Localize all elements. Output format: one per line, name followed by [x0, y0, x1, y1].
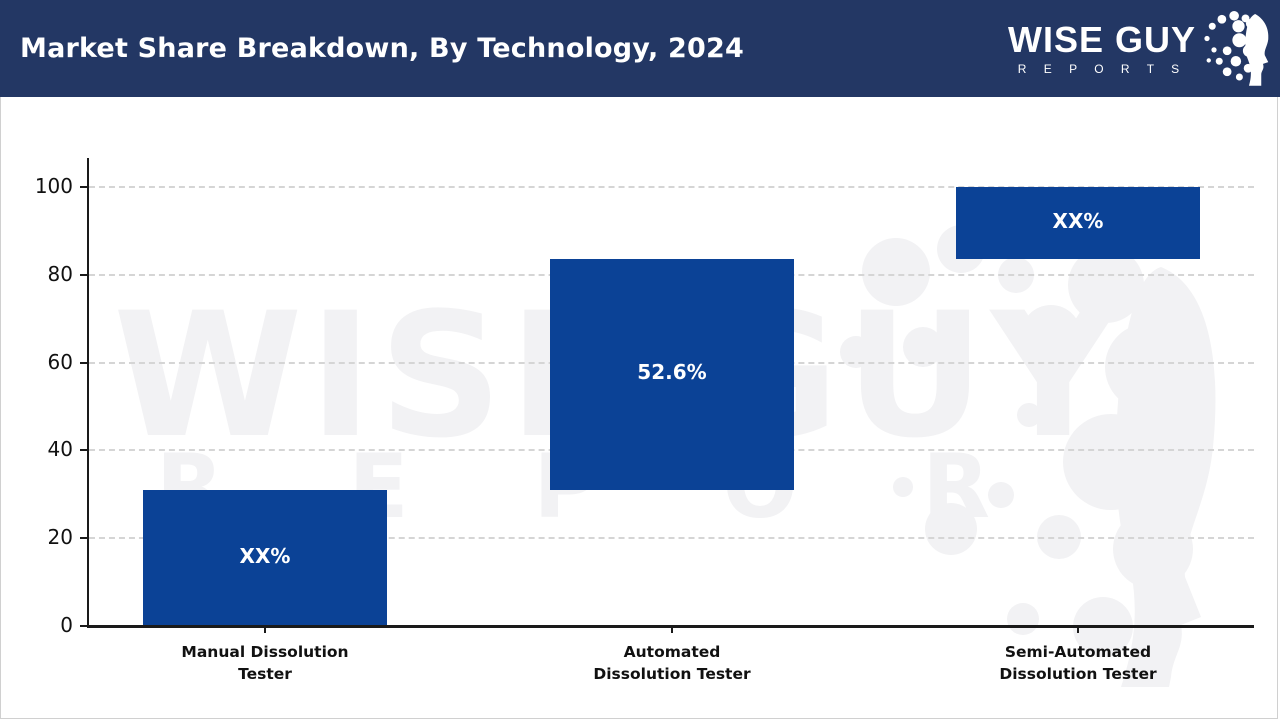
wiseguy-logo: WISE GUY R E P O R T S: [1008, 6, 1270, 92]
y-gridline: [89, 186, 1254, 188]
x-tick-mark: [671, 627, 673, 633]
y-tick-mark: [80, 273, 88, 276]
x-category-label: Automated Dissolution Tester: [593, 643, 751, 683]
bar-value-label: XX%: [1052, 208, 1104, 233]
bar-segment: [143, 489, 387, 626]
y-tick-mark: [80, 625, 88, 627]
logo-face-icon: [1204, 10, 1269, 86]
y-tick-label: 80: [47, 261, 73, 286]
y-tick-label: 0: [60, 613, 73, 637]
x-tick-mark: [264, 627, 266, 633]
x-tick-mark: [1077, 627, 1079, 633]
x-category-label: Semi-Automated Dissolution Tester: [999, 643, 1157, 683]
y-tick-mark: [80, 449, 88, 452]
y-tick-label: 100: [34, 174, 73, 198]
y-tick-label: 60: [47, 349, 73, 374]
chart-area: WISE GUY R E P O R T S 020406080100XX%Ma…: [0, 97, 1280, 719]
y-gridline: [89, 537, 1254, 540]
y-tick-mark: [80, 537, 88, 540]
y-tick-mark: [80, 186, 88, 188]
bar-value-label: 52.6%: [637, 360, 707, 385]
bar-segment: [956, 187, 1200, 259]
watermark-face-icon: [840, 225, 1216, 687]
bar-value-label: XX%: [239, 543, 291, 568]
logo-wordmark: WISE GUY: [1007, 19, 1196, 60]
chart-title: Market Share Breakdown, By Technology, 2…: [20, 33, 745, 64]
logo-subtext: R E P O R T S: [1017, 62, 1187, 76]
logo-wordmark-block: WISE GUY R E P O R T S: [1007, 19, 1196, 77]
bar-segment: [550, 258, 794, 490]
header: Market Share Breakdown, By Technology, 2…: [0, 0, 1280, 97]
y-axis-line: [87, 158, 89, 628]
y-tick-label: 20: [47, 525, 73, 550]
x-category-label: Manual Dissolution Tester: [181, 643, 349, 683]
y-tick-mark: [80, 361, 88, 364]
x-axis-line: [87, 625, 1254, 628]
y-tick-label: 40: [47, 437, 73, 462]
